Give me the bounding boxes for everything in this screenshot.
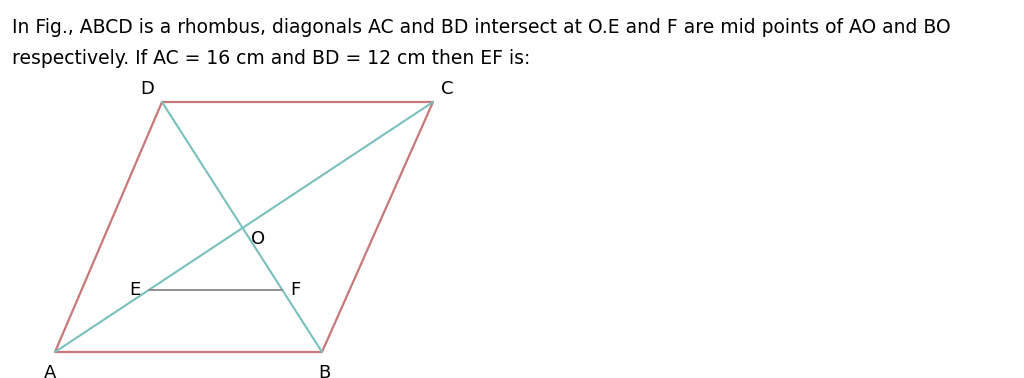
Text: E: E [130,281,140,299]
Text: B: B [317,364,330,378]
Text: A: A [44,364,56,378]
Text: F: F [290,281,301,299]
Text: In Fig., ABCD is a rhombus, diagonals AC and BD intersect at O.E and F are mid p: In Fig., ABCD is a rhombus, diagonals AC… [12,18,950,68]
Text: O: O [251,230,265,248]
Text: C: C [441,80,454,98]
Text: D: D [140,80,154,98]
